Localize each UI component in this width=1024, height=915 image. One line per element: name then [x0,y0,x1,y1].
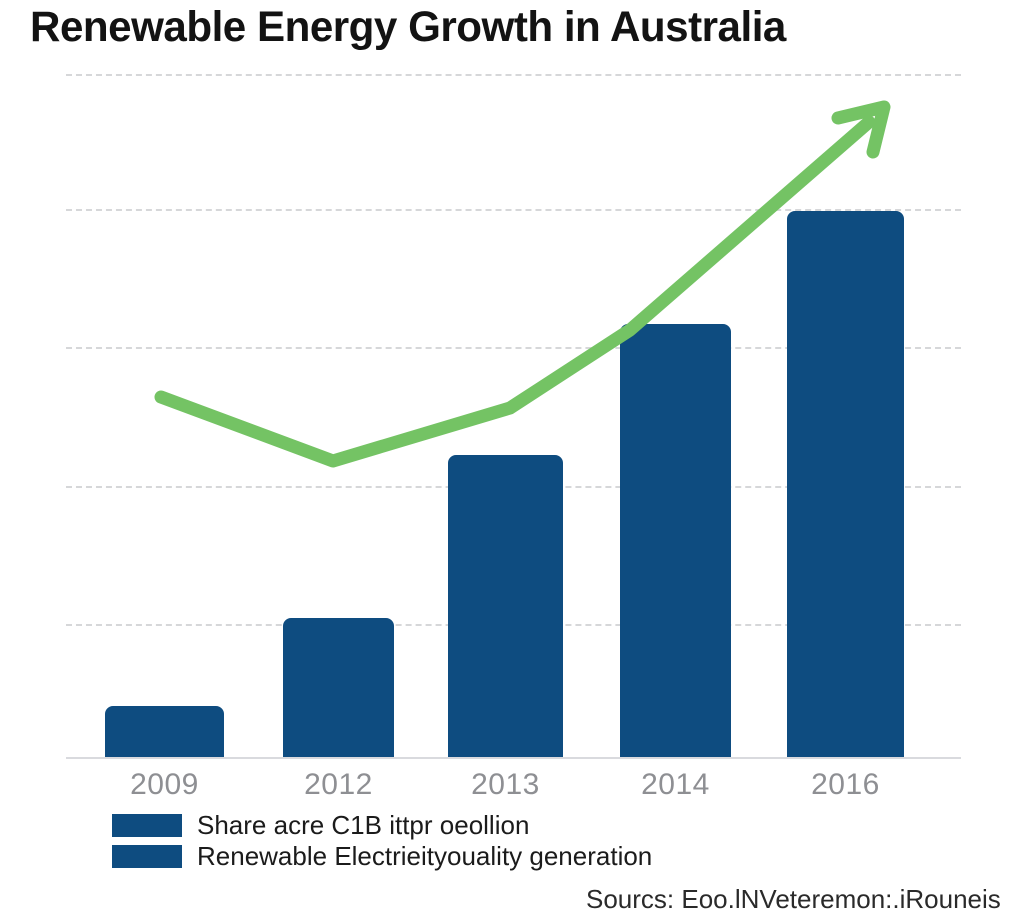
legend-swatch-icon [112,814,182,837]
bar-2013[interactable] [448,454,563,758]
bar-2016[interactable] [787,210,904,758]
legend-item-label: Renewable Electrieityouality generation [197,841,653,871]
bar-2014[interactable] [620,324,731,758]
page-title: Renewable Energy Growth in Australia [30,3,786,51]
gridline [66,74,961,76]
chart-legend: Share acre C1B ittpr oeollion Renewable … [112,810,652,872]
x-tick-2013: 2013 [471,768,540,801]
x-tick-2014: 2014 [641,768,710,801]
legend-item-label: Share acre C1B ittpr oeollion [197,810,530,840]
plot-area: 2009 2012 2013 2014 2016 [66,74,961,801]
x-tick-2012: 2012 [304,768,373,801]
bar-2009[interactable] [105,706,224,758]
trend-line-icon [154,100,891,468]
x-tick-2016: 2016 [811,768,880,801]
legend-item-share[interactable]: Share acre C1B ittpr oeollion [112,810,652,841]
x-tick-2009: 2009 [130,768,199,801]
legend-item-generation[interactable]: Renewable Electrieityouality generation [112,841,652,872]
x-axis-line [66,757,961,759]
source-note: Sourcs: Eoo.lNVeteremon:.iRouneis [586,884,1001,914]
legend-swatch-icon [112,845,182,868]
bar-2012[interactable] [283,617,394,758]
